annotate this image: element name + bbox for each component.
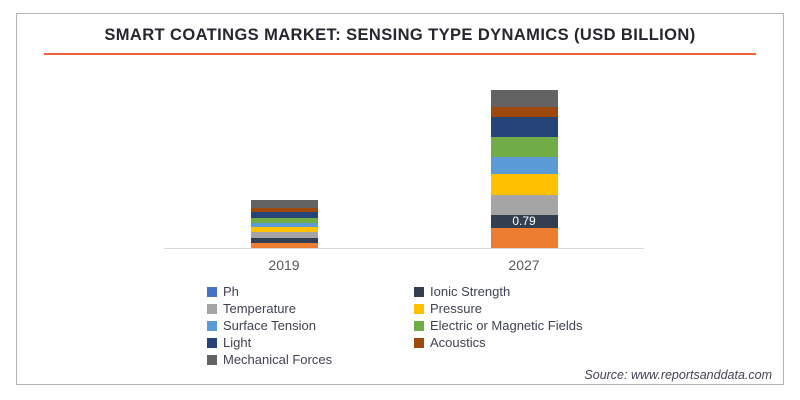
- source-credit: Source: www.reportsanddata.com: [584, 368, 772, 382]
- bar-segment-ph-2027: [490, 227, 558, 248]
- bar-segment-acoustics-2019: [250, 207, 318, 213]
- bar-segment-electric-or-magnetic-fields-2019: [250, 217, 318, 223]
- bar-segment-ionic-strength-2027: 0.79: [490, 214, 558, 229]
- x-axis-line: [164, 248, 644, 250]
- bar-segment-light-2027: [490, 117, 558, 138]
- bar-segment-ionic-strength-2019: [250, 237, 318, 243]
- bar-segment-surface-tension-2019: [250, 222, 318, 227]
- bar-segment-electric-or-magnetic-fields-2027: [490, 137, 558, 157]
- bar-segment-surface-tension-2027: [490, 156, 558, 174]
- bar-segment-temperature-2019: [250, 232, 318, 238]
- bar-segment-ph-2019: [250, 242, 318, 248]
- bar-segment-mechanical-forces-2027: [490, 90, 558, 108]
- bar-segment-temperature-2027: [490, 194, 558, 215]
- bar-segment-light-2019: [250, 212, 318, 218]
- bar-segment-acoustics-2027: [490, 107, 558, 118]
- title-divider: [44, 53, 756, 55]
- chart-card: [16, 13, 784, 385]
- x-axis-label-2027: 2027: [508, 257, 540, 273]
- chart-title: SMART COATINGS MARKET: SENSING TYPE DYNA…: [104, 26, 696, 44]
- data-label-ionic-strength-2027: 0.79: [512, 214, 536, 229]
- bar-segment-pressure-2019: [250, 226, 318, 233]
- bar-segment-pressure-2027: [490, 173, 558, 195]
- x-axis-label-2019: 2019: [268, 257, 300, 273]
- bar-segment-mechanical-forces-2019: [250, 200, 318, 208]
